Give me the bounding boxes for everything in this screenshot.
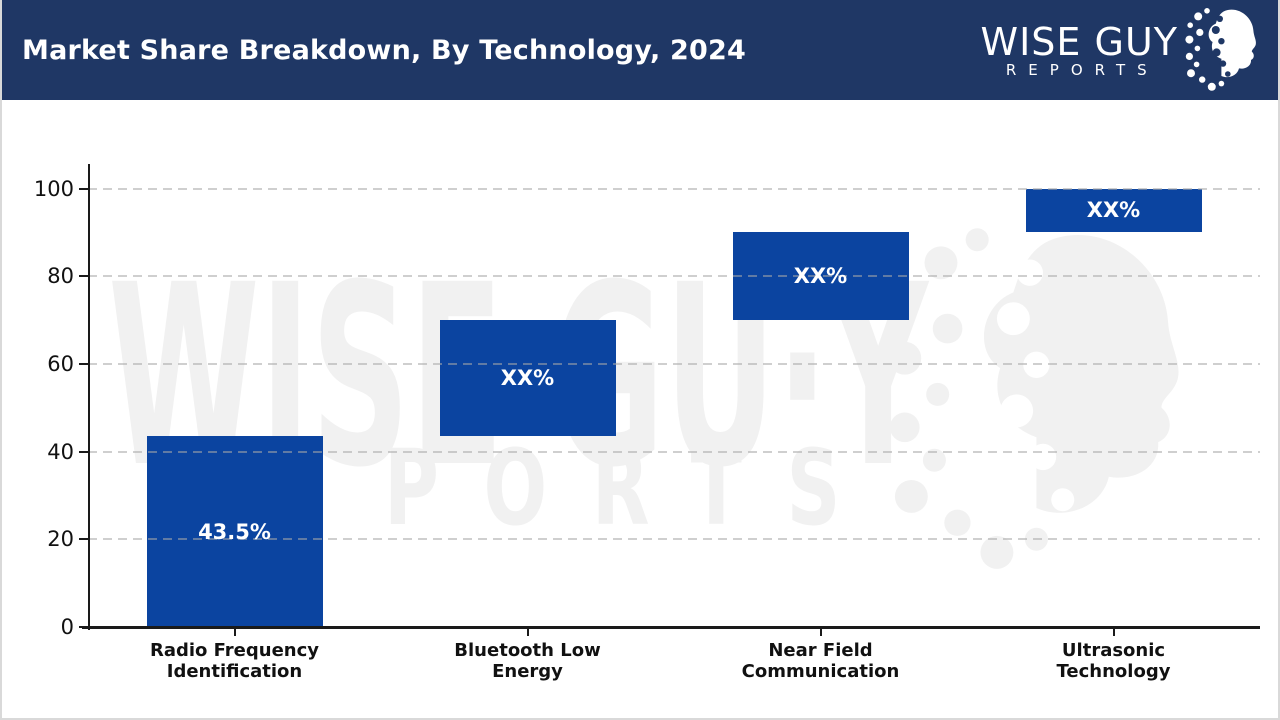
y-axis-line [88, 164, 90, 630]
x-axis-label: Ultrasonic Technology [1056, 640, 1171, 682]
y-tick [79, 362, 88, 365]
x-tick [526, 627, 529, 636]
y-tick [79, 450, 88, 453]
bar-2 [439, 320, 616, 437]
y-tick [79, 275, 88, 278]
x-tick [1112, 627, 1115, 636]
y-tick-label: 80 [47, 264, 74, 289]
header: Market Share Breakdown, By Technology, 2… [2, 0, 1278, 100]
x-tick [819, 627, 822, 636]
x-axis-label: Bluetooth Low Energy [454, 640, 601, 682]
logo-face-icon [1185, 8, 1256, 91]
gridline-60 [88, 362, 1260, 365]
page-title: Market Share Breakdown, By Technology, 2… [22, 34, 747, 66]
gridline-20 [88, 538, 1260, 541]
bar-value-label: XX% [500, 366, 555, 391]
brand-logo: WISE GUY REPORTS [981, 6, 1266, 94]
y-tick [79, 538, 88, 541]
logo-wordmark: WISE GUY [980, 20, 1178, 64]
x-axis-label: Radio Frequency Identification [149, 640, 320, 682]
y-tick-label: 60 [47, 351, 74, 376]
bar-1 [146, 436, 323, 627]
bar-4 [1025, 188, 1202, 233]
y-tick-label: 20 [47, 527, 74, 552]
y-tick [79, 187, 88, 190]
y-tick-label: 40 [47, 439, 74, 464]
x-axis-line [82, 626, 1260, 629]
gridline-40 [88, 450, 1260, 453]
y-tick-label: 0 [60, 615, 74, 639]
bar-value-label: XX% [793, 264, 848, 289]
x-axis-label: Near Field Communication [741, 640, 900, 682]
gridline-100 [88, 187, 1260, 190]
bar-value-label: XX% [1086, 198, 1141, 223]
logo-subtext: REPORTS [1005, 61, 1159, 79]
y-tick-label: 100 [33, 176, 74, 201]
brand-logo-text: WISE GUY REPORTS [981, 22, 1178, 78]
bar-value-label: 43.5% [198, 519, 271, 544]
gridline-80 [88, 275, 1260, 278]
x-tick [233, 627, 236, 636]
